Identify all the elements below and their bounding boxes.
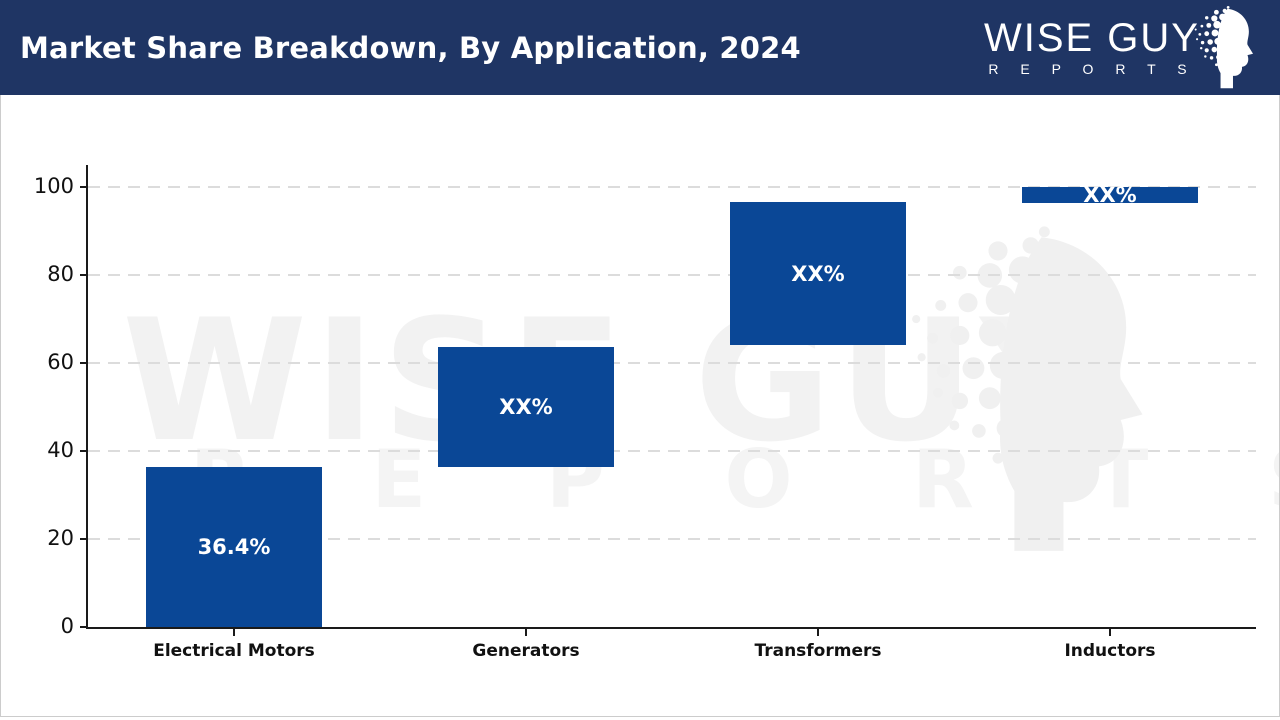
bar-inductors: XX% bbox=[1022, 183, 1198, 207]
y-tick-100 bbox=[80, 186, 88, 188]
x-tick-3 bbox=[1109, 629, 1111, 636]
bar-electrical-motors: 36.4% bbox=[146, 466, 322, 627]
x-tick-0 bbox=[233, 629, 235, 636]
gridline-100 bbox=[88, 186, 1256, 188]
y-tick-40 bbox=[80, 450, 88, 452]
y-tick-0 bbox=[80, 626, 88, 628]
header: Market Share Breakdown, By Application, … bbox=[0, 0, 1280, 95]
y-tick-label-20: 20 bbox=[47, 526, 74, 550]
y-tick-60 bbox=[80, 362, 88, 364]
x-axis bbox=[86, 627, 1256, 629]
bar-generators: XX% bbox=[438, 347, 614, 467]
y-tick-label-60: 60 bbox=[47, 350, 74, 374]
y-tick-label-0: 0 bbox=[60, 614, 74, 638]
y-tick-80 bbox=[80, 274, 88, 276]
gridline-20 bbox=[88, 538, 1256, 540]
gridline-60 bbox=[88, 362, 1256, 364]
y-tick-20 bbox=[80, 538, 88, 540]
bar-value-label: XX% bbox=[499, 394, 553, 419]
y-tick-label-80: 80 bbox=[47, 262, 74, 286]
bar-value-label: 36.4% bbox=[197, 534, 271, 559]
x-category-label: Transformers bbox=[754, 641, 882, 661]
y-tick-label-40: 40 bbox=[47, 438, 74, 462]
y-axis bbox=[86, 165, 88, 629]
brand-wordmark: WISE GUY R E P O R T S bbox=[984, 18, 1200, 77]
x-tick-1 bbox=[525, 629, 527, 636]
brand-name: WISE GUY bbox=[983, 16, 1200, 60]
gridline-40 bbox=[88, 450, 1256, 452]
x-category-label: Electrical Motors bbox=[153, 641, 315, 661]
y-tick-label-100: 100 bbox=[33, 174, 74, 198]
x-tick-2 bbox=[817, 629, 819, 636]
bar-value-label: XX% bbox=[1083, 182, 1137, 207]
brand-logo: WISE GUY R E P O R T S bbox=[984, 6, 1262, 89]
gridline-80 bbox=[88, 274, 1256, 276]
x-category-label: Inductors bbox=[1064, 641, 1156, 661]
page-title: Market Share Breakdown, By Application, … bbox=[20, 30, 801, 65]
bar-value-label: XX% bbox=[791, 261, 845, 286]
wiseguy-head-icon bbox=[1186, 6, 1262, 89]
brand-subtitle: R E P O R T S bbox=[988, 61, 1196, 77]
x-category-label: Generators bbox=[472, 641, 580, 661]
bar-transformers: XX% bbox=[730, 202, 906, 346]
